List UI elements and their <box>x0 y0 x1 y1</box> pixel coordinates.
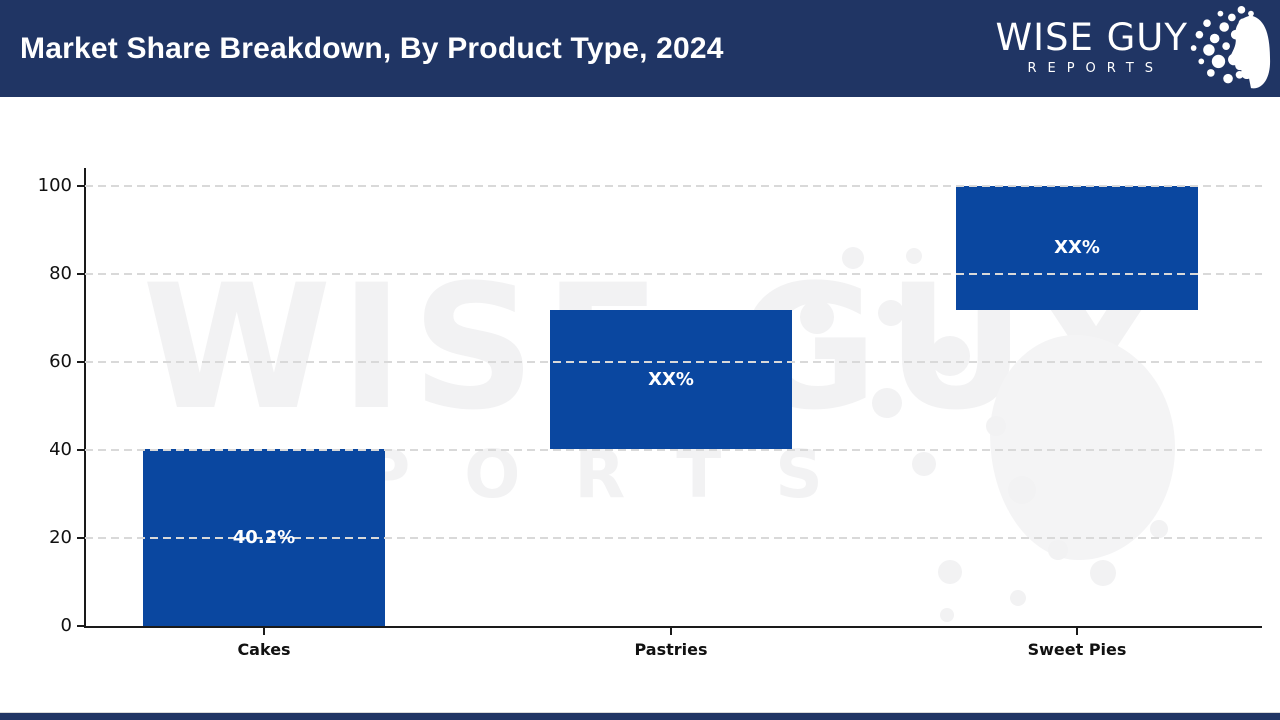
y-tick-label: 100 <box>37 175 72 196</box>
bar <box>956 186 1198 311</box>
gridline <box>85 449 1262 451</box>
gridline <box>85 537 1262 539</box>
watermark-dot <box>800 300 834 334</box>
y-tick-mark <box>77 273 84 275</box>
watermark-dot <box>1048 540 1068 560</box>
y-tick-label: 40 <box>49 439 72 460</box>
y-tick-label: 80 <box>49 263 72 284</box>
x-axis-spine <box>84 626 1262 628</box>
y-tick-mark <box>77 449 84 451</box>
y-axis-spine <box>84 168 86 628</box>
watermark-dot <box>938 560 962 584</box>
footer-bar <box>0 712 1280 720</box>
bar-value-label: 40.2% <box>232 526 296 548</box>
watermark-dot <box>878 300 904 326</box>
brand-logo: WISE GUY REPORTS <box>996 0 1272 97</box>
watermark-dot <box>930 336 970 376</box>
y-tick-label: 0 <box>60 615 72 636</box>
y-tick-mark <box>77 625 84 627</box>
y-tick-label: 60 <box>49 351 72 372</box>
gridline <box>85 273 1262 275</box>
y-tick-label: 20 <box>49 527 72 548</box>
x-category-label: Pastries <box>634 640 708 659</box>
watermark-dot <box>912 452 936 476</box>
gridline <box>85 185 1262 187</box>
watermark-dot <box>1010 590 1026 606</box>
y-tick-mark <box>77 361 84 363</box>
watermark-dot <box>842 247 864 269</box>
x-tick-mark <box>670 628 672 635</box>
watermark-dot <box>986 416 1006 436</box>
logo-face-icon <box>1190 6 1271 89</box>
bar <box>550 310 792 450</box>
logo-wordmark: WISE GUY <box>995 16 1188 59</box>
page-title: Market Share Breakdown, By Product Type,… <box>20 31 724 65</box>
bar-value-label: XX% <box>1054 237 1100 259</box>
y-tick-mark <box>77 185 84 187</box>
watermark-dot <box>1150 520 1168 538</box>
x-category-label: Cakes <box>237 640 291 659</box>
y-tick-mark <box>77 537 84 539</box>
logo-subtext: REPORTS <box>1027 61 1165 76</box>
header: Market Share Breakdown, By Product Type,… <box>0 0 1280 97</box>
gridline <box>85 361 1262 363</box>
x-tick-mark <box>1076 628 1078 635</box>
watermark-dot <box>1008 476 1036 504</box>
watermark-dot <box>872 388 902 418</box>
bar-value-label: XX% <box>648 368 694 390</box>
x-tick-mark <box>263 628 265 635</box>
watermark-dot <box>906 248 922 264</box>
brand-logo-text: WISE GUY REPORTS <box>995 16 1188 77</box>
watermark-dot <box>1090 560 1116 586</box>
watermark-dot <box>940 608 954 622</box>
x-category-label: Sweet Pies <box>1027 640 1127 659</box>
watermark-face-blob <box>990 335 1175 560</box>
